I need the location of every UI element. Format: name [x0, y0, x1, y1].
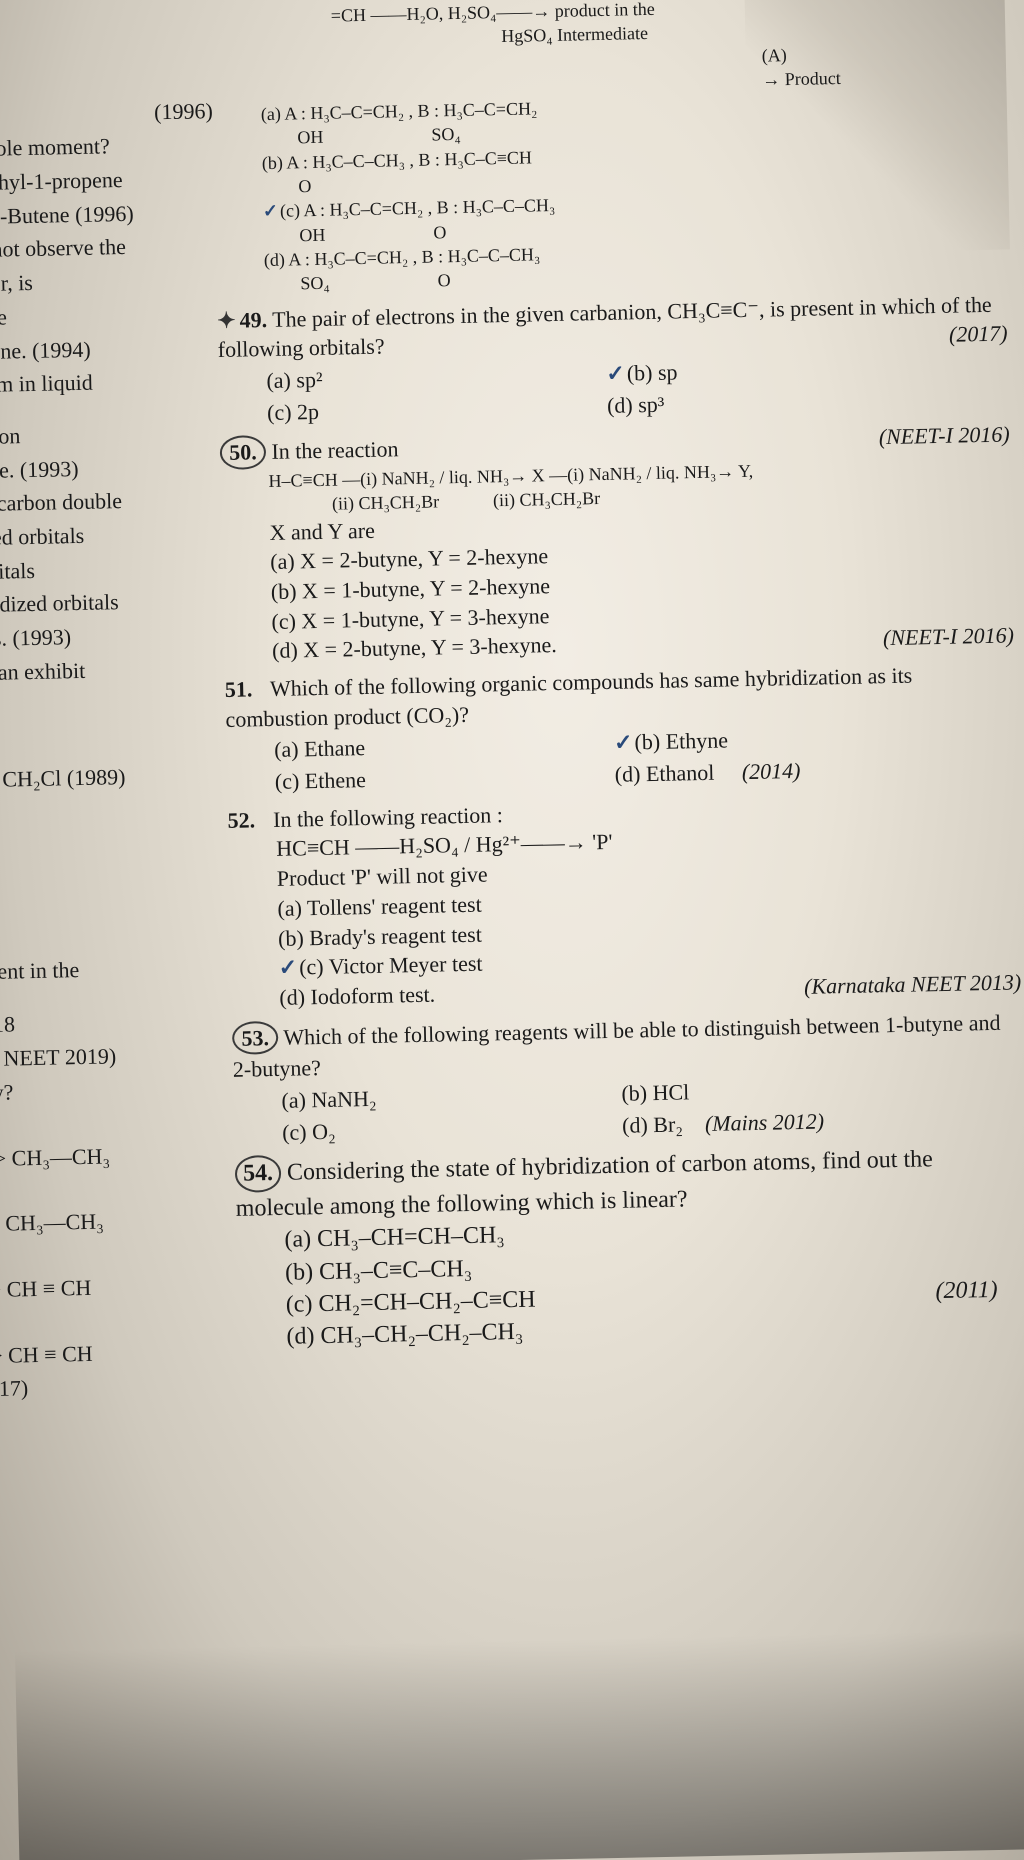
q49-year: (2017): [949, 319, 1008, 350]
frag: of HBr, is: [0, 264, 247, 300]
q52-text: In the following reaction :: [273, 802, 503, 832]
frag: A,: [0, 917, 260, 953]
q53-c: (c) O₂: [282, 1111, 583, 1147]
frag: hybridized orbitals: [0, 585, 253, 621]
q54-year: (2011): [935, 1274, 998, 1308]
frag: CH₃ is: [0, 9, 241, 45]
q54-text: Considering the state of hybridization o…: [236, 1147, 934, 1222]
q50-year: (NEET-I 2016): [878, 420, 1010, 452]
frag: H₂ – CH₂Cl (1989): [0, 760, 257, 796]
shadow: [15, 1629, 1024, 1860]
frag: bitals. (1993): [0, 618, 254, 654]
q52-num: 52.: [227, 805, 268, 836]
frag: butane. (1993): [0, 450, 251, 486]
q49-b: (b) sp: [606, 353, 907, 389]
frag: idity?: [0, 1072, 264, 1108]
frag: ing can exhibit: [0, 652, 255, 688]
q49-a: (a) sp²: [266, 360, 567, 396]
frag: does not observe the: [0, 230, 246, 266]
frag: H₂ > CH₃—CH₃: [0, 1138, 265, 1174]
q51-d: (d) Ethanol (2014): [614, 754, 915, 790]
q51-c: (c) Ethene: [275, 761, 576, 797]
frag: (1996): [0, 95, 243, 131]
q49-c: (c) 2p: [267, 391, 568, 427]
q49-text: The pair of electrons in the given carba…: [218, 291, 992, 362]
q50-text: In the reaction: [271, 437, 399, 465]
q49-num: 49.: [217, 305, 268, 336]
q53-b: (b) HCl: [621, 1072, 922, 1108]
frag: rans-2-Butene (1996): [0, 196, 245, 232]
q51-a: (a) Ethane: [274, 729, 575, 765]
q53: 53. Which of the following reagents will…: [232, 1005, 1024, 1148]
top-reaction: =CH ——H₂O, H₂SO₄——→ product in the HgSO₄…: [331, 0, 1003, 101]
frag: present in the: [0, 951, 261, 987]
frag: rbon carbon double: [0, 484, 251, 520]
q50-num: 50.: [220, 435, 267, 470]
q52-year: (Karnataka NEET 2013): [804, 967, 1022, 1001]
q50: 50. In the reaction (NEET-I 2016) H–C≡CH…: [220, 420, 1015, 667]
frag: ut-1-ene. (1994): [0, 331, 248, 367]
q54: 54. Considering the state of hybridizati…: [235, 1140, 1024, 1355]
q51-b: (b) Ethyne: [614, 722, 915, 758]
q49: 49. The pair of electrons in the given c…: [217, 289, 1009, 428]
frag: ropene: [0, 297, 247, 333]
top-options: (a) A : H₃C–C=CH₂ , B : H₃C–C=CH₂ OH SO₄…: [261, 87, 1007, 297]
frag: sodium in liquid: [0, 365, 249, 401]
q54-num: 54.: [235, 1155, 282, 1192]
q51-num: 51.: [225, 674, 266, 705]
main-content: =CH ——H₂O, H₂SO₄——→ product in the HgSO₄…: [211, 0, 1024, 1362]
q52-d: (d) Iodoform test.: [279, 982, 435, 1010]
q53-d: (d) Br₂ (Mains 2012): [622, 1104, 923, 1140]
frag: H > CH ≡ CH: [0, 1269, 268, 1305]
frag: reaction: [0, 416, 250, 452]
q50-d: (d) X = 2-butyne, Y = 3-hexyne.: [272, 632, 557, 663]
q53-a: (a) NaNH₂: [281, 1080, 582, 1116]
frag: d orbitals: [0, 551, 253, 587]
frag: (2017): [0, 1368, 270, 1404]
q54-c: (c) CH₂=CH–CH₂–C≡CH: [286, 1286, 536, 1317]
frag: (d) 18: [0, 1005, 262, 1041]
q53-text: Which of the following reagents will be …: [233, 1009, 1001, 1082]
frag: ridized orbitals: [0, 517, 252, 553]
frag: isha NEET 2019): [0, 1038, 263, 1074]
frag: ro dipole moment?: [0, 129, 244, 165]
frag: H > CH ≡ CH: [0, 1335, 269, 1371]
q53-num: 53.: [232, 1021, 279, 1056]
frag: H > CH₃—CH₃: [0, 1203, 266, 1239]
q49-d: (d) sp³: [607, 384, 908, 420]
frag: 2-Methyl-1-propene: [0, 163, 244, 199]
q51: 51. Which of the following organic compo…: [225, 658, 1017, 797]
q50-year2: (NEET-I 2016): [883, 621, 1015, 653]
q52: 52. In the following reaction : HC≡CH ——…: [227, 789, 1021, 1013]
q51-text: Which of the following organic compounds…: [225, 663, 912, 732]
page: CH₃ is (1996) ro dipole moment? 2-Methyl…: [0, 0, 1024, 1860]
